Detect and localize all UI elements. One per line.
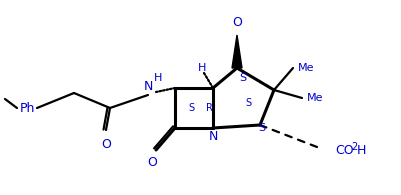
Text: R: R bbox=[206, 103, 213, 113]
Text: N: N bbox=[208, 129, 218, 143]
Text: O: O bbox=[147, 155, 157, 168]
Text: Me: Me bbox=[307, 93, 323, 103]
Text: O: O bbox=[101, 137, 111, 151]
Text: H: H bbox=[154, 73, 162, 83]
Text: S: S bbox=[258, 123, 265, 133]
Text: H: H bbox=[198, 63, 206, 73]
Text: H: H bbox=[357, 144, 367, 157]
Text: Ph: Ph bbox=[19, 102, 35, 114]
Text: S: S bbox=[245, 98, 251, 108]
Text: S: S bbox=[239, 73, 247, 83]
Polygon shape bbox=[232, 35, 242, 68]
Text: 2: 2 bbox=[351, 142, 357, 152]
Text: CO: CO bbox=[335, 144, 354, 157]
Text: N: N bbox=[143, 81, 153, 93]
Text: O: O bbox=[232, 15, 242, 28]
Text: Me: Me bbox=[298, 63, 314, 73]
Text: S: S bbox=[188, 103, 194, 113]
